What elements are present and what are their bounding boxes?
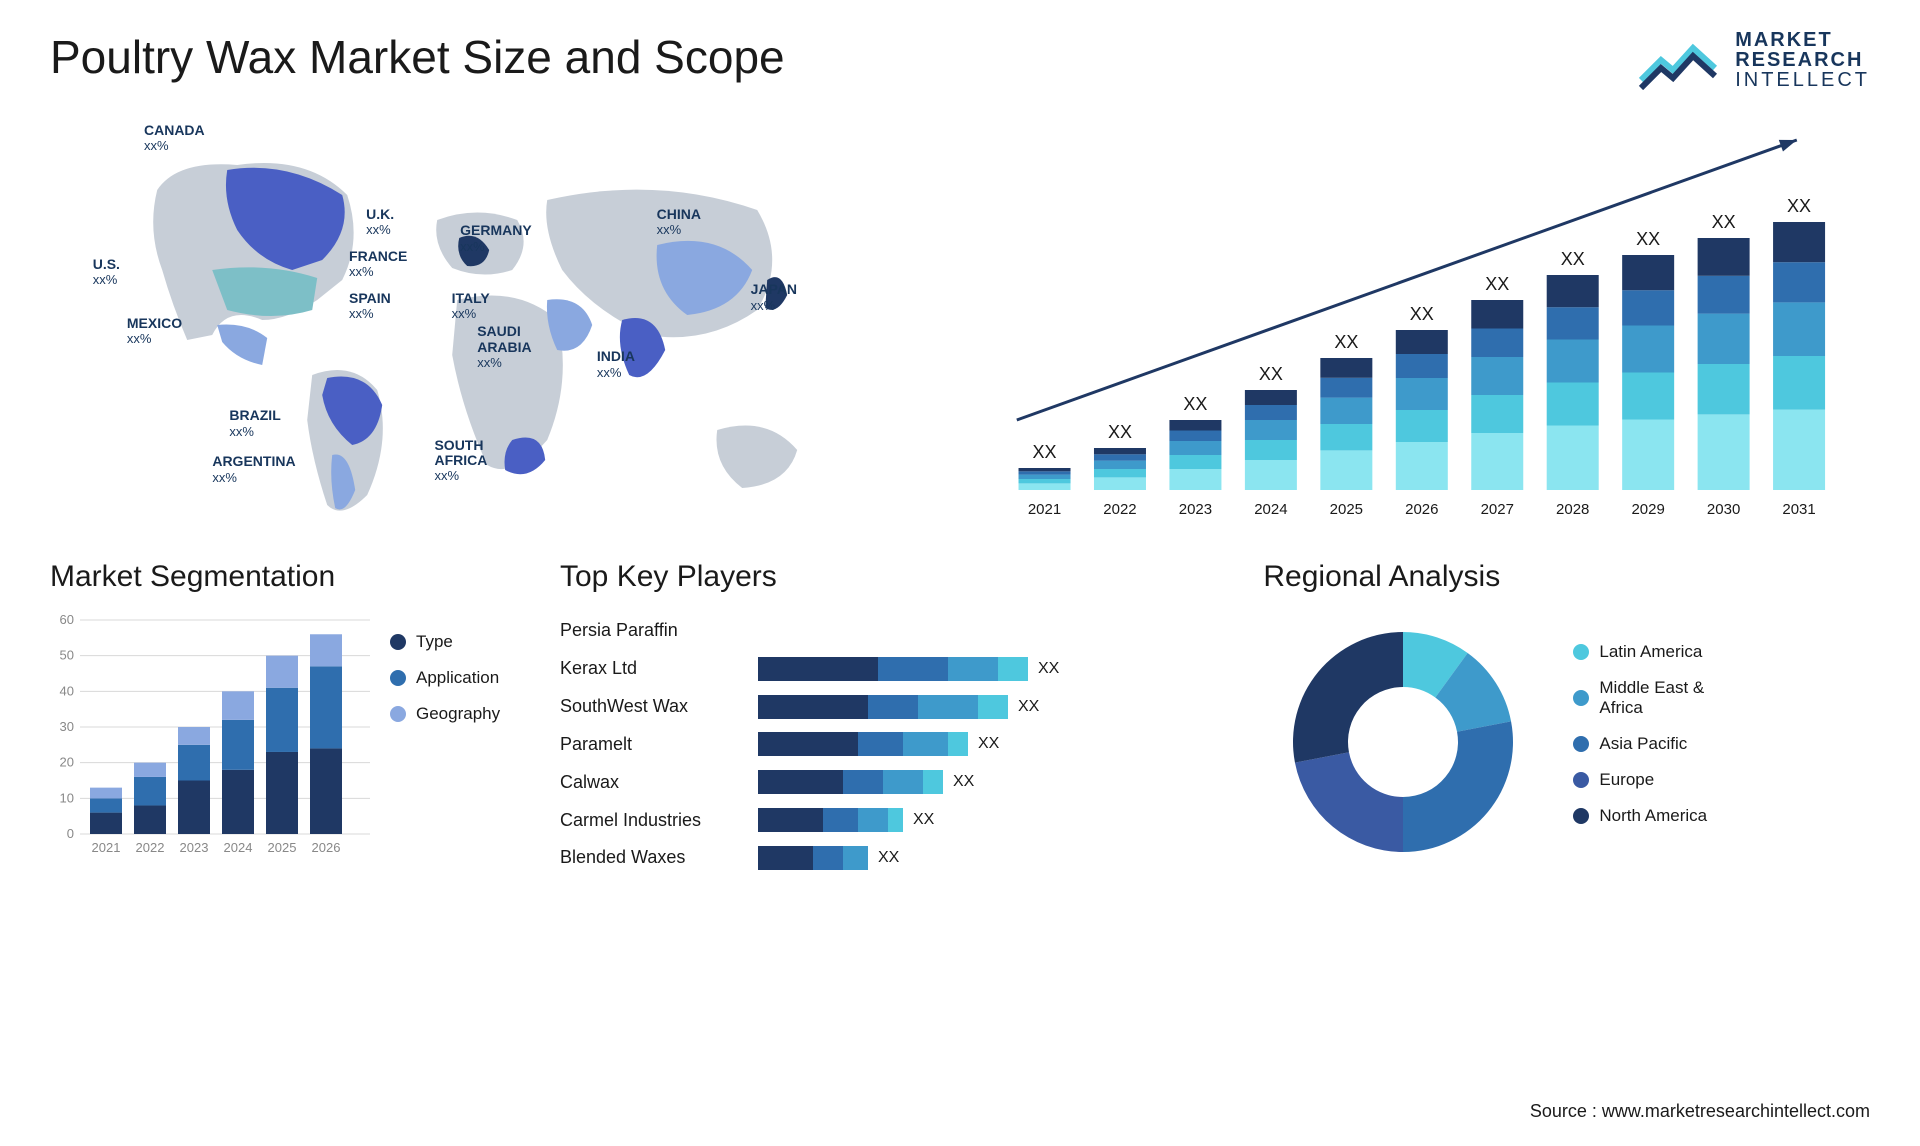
players-names: Persia Paraffin Kerax Ltd SouthWest Wax Par… bbox=[560, 612, 740, 877]
regional-title: Regional Analysis bbox=[1263, 560, 1920, 594]
svg-text:XX: XX bbox=[1108, 422, 1132, 442]
svg-text:2023: 2023 bbox=[1179, 501, 1212, 518]
map-label: JAPANxx% bbox=[751, 282, 797, 313]
map-label: MEXICOxx% bbox=[127, 316, 182, 347]
player-name: Kerax Ltd bbox=[560, 658, 740, 679]
svg-text:20: 20 bbox=[60, 755, 74, 770]
svg-text:2028: 2028 bbox=[1556, 501, 1589, 518]
svg-text:2025: 2025 bbox=[268, 840, 297, 855]
logo: MARKET RESEARCH INTELLECT bbox=[1637, 30, 1870, 90]
world-map: CANADAxx% U.S.xx% MEXICOxx% BRAZILxx% ARGENT… bbox=[50, 110, 904, 530]
legend-item: Application bbox=[390, 668, 530, 688]
map-label: U.S.xx% bbox=[93, 257, 120, 288]
player-row: XX bbox=[758, 806, 1233, 834]
svg-text:XX: XX bbox=[1259, 364, 1283, 384]
map-label: BRAZILxx% bbox=[229, 408, 280, 439]
player-name: Calwax bbox=[560, 772, 740, 793]
map-label: CHINAxx% bbox=[657, 207, 701, 238]
svg-text:2026: 2026 bbox=[1406, 501, 1439, 518]
regional-panel: Regional Analysis Latin America Middle Ea… bbox=[1263, 560, 1920, 877]
svg-text:XX: XX bbox=[1486, 274, 1510, 294]
page-title: Poultry Wax Market Size and Scope bbox=[50, 30, 785, 84]
forecast-chart: XX 2021 XX 2022 XX 2023 XX 2024 XX 2025 XX 2026 XX 20… bbox=[944, 110, 1870, 530]
regional-legend: Latin America Middle East &Africa Asia Pac… bbox=[1573, 642, 1920, 842]
svg-text:2031: 2031 bbox=[1783, 501, 1816, 518]
source-text: Source : www.marketresearchintellect.com bbox=[1530, 1101, 1870, 1122]
player-name: Blended Waxes bbox=[560, 847, 740, 868]
map-label: CANADAxx% bbox=[144, 123, 205, 154]
svg-text:2024: 2024 bbox=[224, 840, 253, 855]
svg-text:XX: XX bbox=[1410, 304, 1434, 324]
legend-item: Geography bbox=[390, 704, 530, 724]
svg-text:40: 40 bbox=[60, 683, 74, 698]
svg-text:60: 60 bbox=[60, 612, 74, 627]
logo-line-2: RESEARCH bbox=[1735, 50, 1870, 70]
svg-text:50: 50 bbox=[60, 648, 74, 663]
svg-text:XX: XX bbox=[1033, 442, 1057, 462]
legend-item: North America bbox=[1573, 806, 1920, 826]
player-row bbox=[758, 617, 1233, 645]
player-name: Carmel Industries bbox=[560, 810, 740, 831]
svg-text:XX: XX bbox=[1335, 332, 1359, 352]
svg-text:2026: 2026 bbox=[312, 840, 341, 855]
legend-item: Middle East &Africa bbox=[1573, 678, 1920, 718]
logo-mark-icon bbox=[1637, 30, 1723, 90]
svg-text:30: 30 bbox=[60, 719, 74, 734]
map-label: ARGENTINAxx% bbox=[212, 454, 295, 485]
logo-line-3: INTELLECT bbox=[1735, 70, 1870, 90]
svg-text:2021: 2021 bbox=[1028, 501, 1061, 518]
svg-text:2022: 2022 bbox=[136, 840, 165, 855]
player-row: XX bbox=[758, 655, 1233, 683]
svg-text:XX: XX bbox=[1712, 212, 1736, 232]
svg-text:10: 10 bbox=[60, 790, 74, 805]
svg-text:2022: 2022 bbox=[1104, 501, 1137, 518]
player-row: XX bbox=[758, 693, 1233, 721]
svg-text:2025: 2025 bbox=[1330, 501, 1363, 518]
segmentation-panel: Market Segmentation 0 10 20 30 40 50 60 2021 202… bbox=[50, 560, 530, 877]
player-row: XX bbox=[758, 730, 1233, 758]
svg-text:2027: 2027 bbox=[1481, 501, 1514, 518]
player-row: XX bbox=[758, 844, 1233, 872]
map-label: SAUDIARABIAxx% bbox=[477, 324, 531, 370]
map-label: SOUTHAFRICAxx% bbox=[434, 438, 487, 484]
player-name: Persia Paraffin bbox=[560, 620, 740, 641]
regional-donut bbox=[1263, 612, 1543, 872]
svg-text:0: 0 bbox=[67, 826, 74, 841]
segmentation-chart: 0 10 20 30 40 50 60 2021 2022 2023 2024 2025 2026 bbox=[50, 612, 370, 862]
players-title: Top Key Players bbox=[560, 560, 1233, 594]
legend-item: Europe bbox=[1573, 770, 1920, 790]
segmentation-title: Market Segmentation bbox=[50, 560, 530, 594]
logo-text: MARKET RESEARCH INTELLECT bbox=[1735, 30, 1870, 90]
svg-text:XX: XX bbox=[1184, 394, 1208, 414]
player-row: XX bbox=[758, 768, 1233, 796]
player-name: SouthWest Wax bbox=[560, 696, 740, 717]
svg-text:XX: XX bbox=[1787, 196, 1811, 216]
players-bars: XX XX XX XX XX XX bbox=[758, 612, 1233, 877]
svg-text:2029: 2029 bbox=[1632, 501, 1665, 518]
svg-text:XX: XX bbox=[1637, 229, 1661, 249]
map-label: GERMANYxx% bbox=[460, 223, 532, 254]
map-label: SPAINxx% bbox=[349, 291, 391, 322]
logo-line-1: MARKET bbox=[1735, 30, 1870, 50]
players-panel: Top Key Players Persia Paraffin Kerax Ltd… bbox=[560, 560, 1233, 877]
map-label: ITALYxx% bbox=[452, 291, 490, 322]
map-label: U.K.xx% bbox=[366, 207, 394, 238]
legend-item: Latin America bbox=[1573, 642, 1920, 662]
header: Poultry Wax Market Size and Scope MARKET… bbox=[50, 30, 1870, 90]
svg-text:XX: XX bbox=[1561, 249, 1585, 269]
svg-text:2021: 2021 bbox=[92, 840, 121, 855]
svg-text:2024: 2024 bbox=[1255, 501, 1288, 518]
svg-text:2023: 2023 bbox=[180, 840, 209, 855]
legend-item: Asia Pacific bbox=[1573, 734, 1920, 754]
segmentation-legend: Type Application Geography bbox=[390, 612, 530, 862]
player-name: Paramelt bbox=[560, 734, 740, 755]
svg-text:2030: 2030 bbox=[1707, 501, 1740, 518]
map-label: FRANCExx% bbox=[349, 249, 407, 280]
map-label: INDIAxx% bbox=[597, 349, 635, 380]
legend-item: Type bbox=[390, 632, 530, 652]
